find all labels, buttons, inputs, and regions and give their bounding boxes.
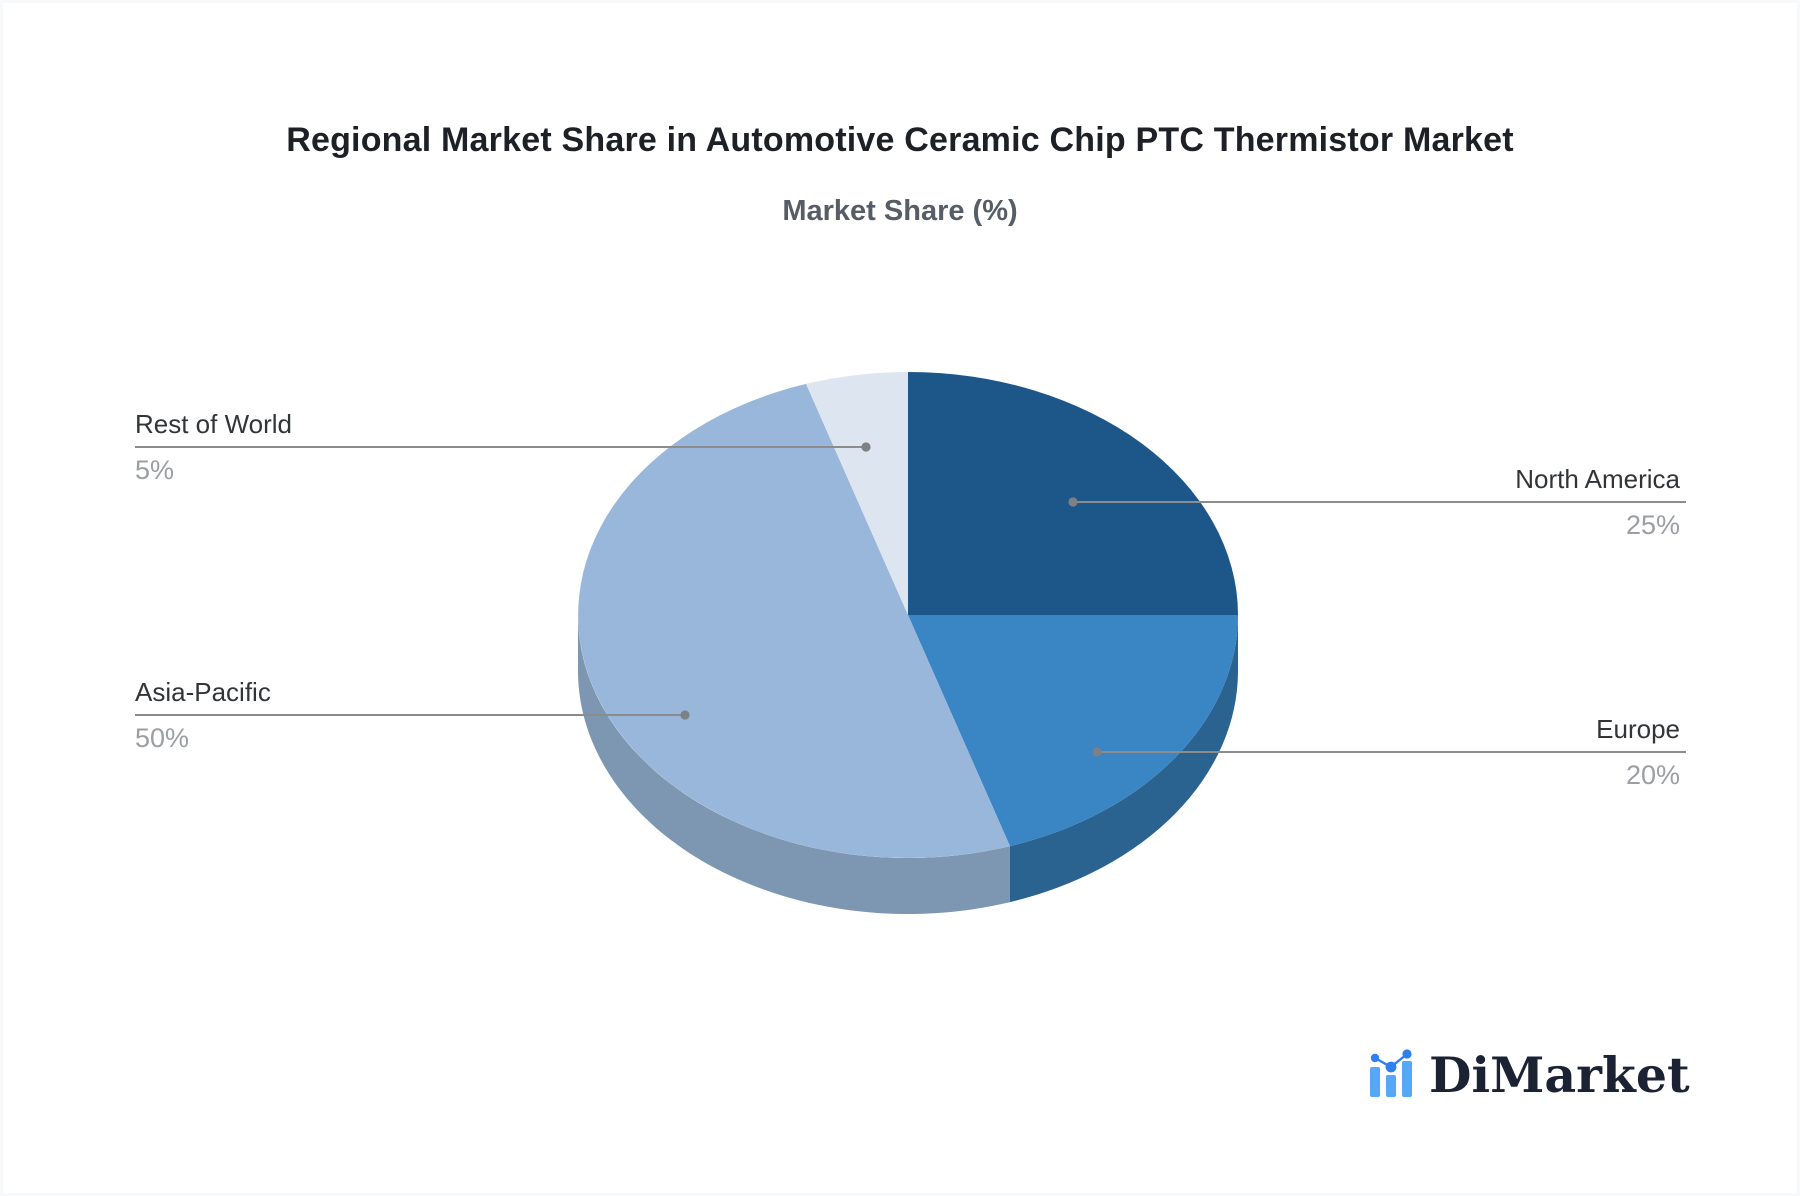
label-rest-of-world: Rest of World	[135, 409, 293, 439]
pct-europe: 20%	[1625, 760, 1680, 790]
pct-asia-pacific: 50%	[135, 723, 190, 753]
label-north-america: North America	[1515, 464, 1680, 494]
pie-slice-side-asia-pacific	[578, 615, 1010, 914]
brand-name: DiMarket	[1429, 1046, 1690, 1104]
pct-rest-of-world: 5%	[135, 455, 175, 485]
callout-dot-europe	[1092, 747, 1102, 757]
label-asia-pacific: Asia-Pacific	[135, 677, 271, 707]
callout-dot-rest-of-world	[861, 442, 871, 452]
pie-slice-side-europe	[1009, 615, 1238, 903]
callout-dot-north-america	[1068, 497, 1078, 507]
chart-title: Regional Market Share in Automotive Cera…	[286, 121, 1514, 159]
bar-line-chart-icon	[1370, 1049, 1412, 1097]
chart-subtitle: Market Share (%)	[782, 195, 1018, 227]
pie-slice-europe[interactable]	[908, 615, 1238, 847]
pie-slice-rest-of-world[interactable]	[806, 372, 908, 615]
label-europe: Europe	[1596, 714, 1680, 744]
pie-slice-asia-pacific[interactable]	[578, 383, 1010, 858]
pie-chart-3d	[135, 372, 1686, 914]
pie-slice-north-america[interactable]	[908, 372, 1238, 615]
callout-dot-asia-pacific	[680, 710, 690, 720]
pct-north-america: 25%	[1625, 510, 1680, 540]
brand-logo: DiMarket	[1367, 1043, 1697, 1107]
